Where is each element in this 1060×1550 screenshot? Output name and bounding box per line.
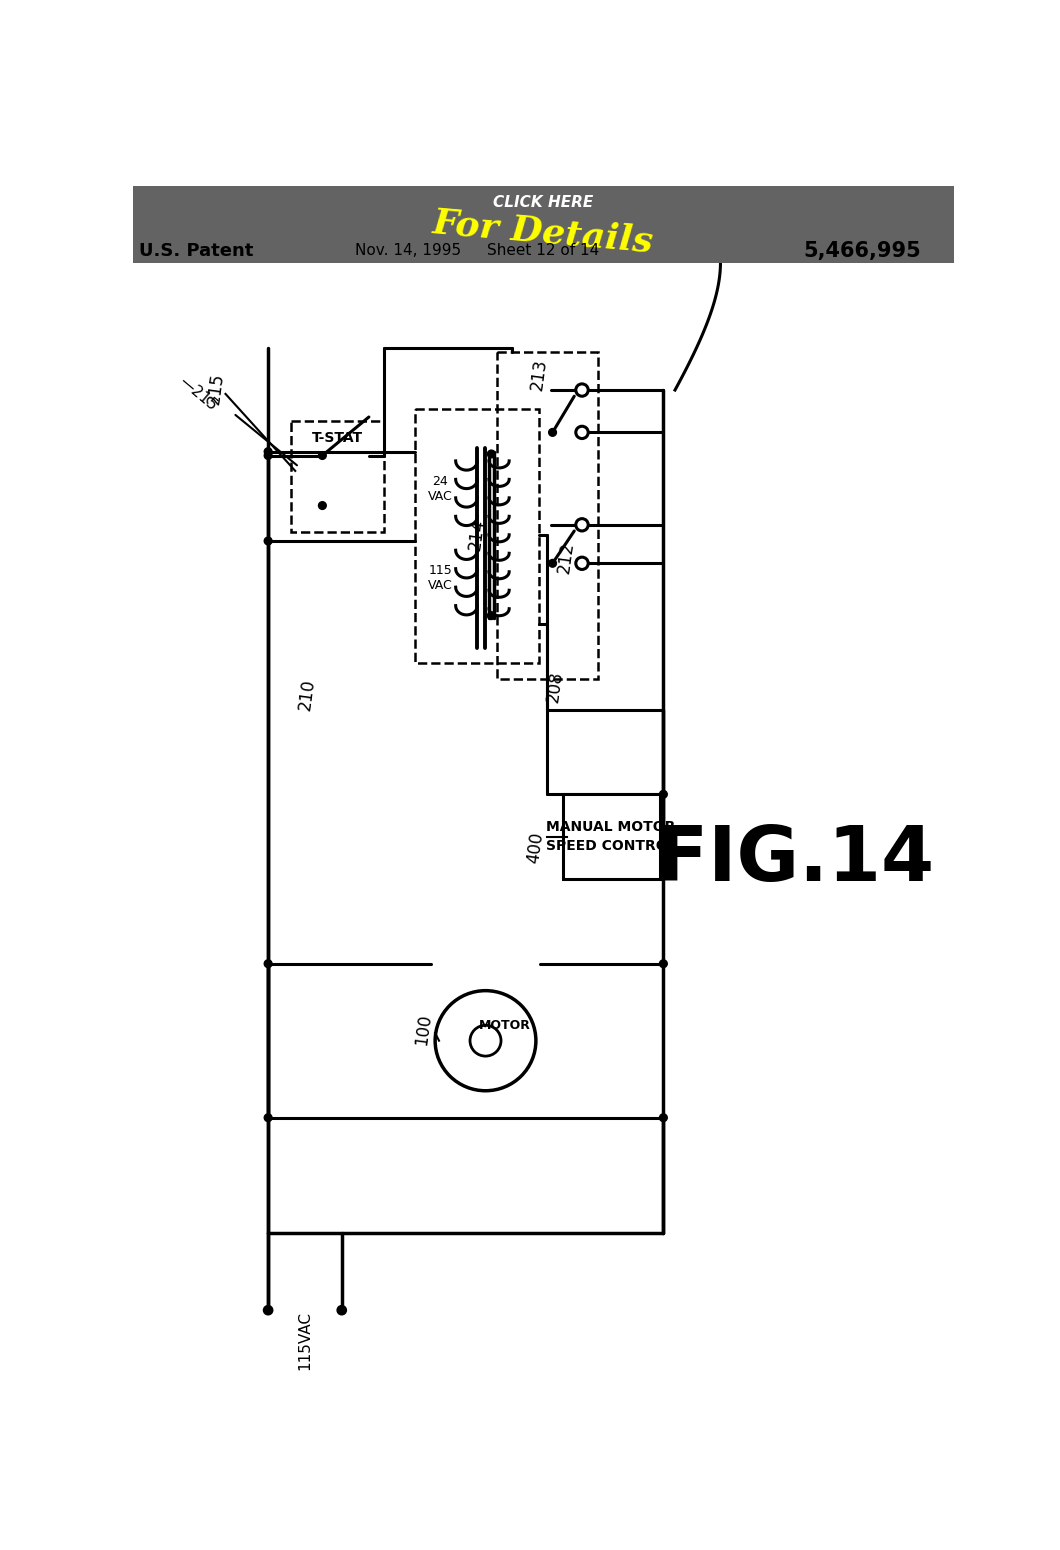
- Circle shape: [576, 556, 588, 569]
- Circle shape: [659, 1114, 667, 1122]
- Text: Sheet 12 of 14: Sheet 12 of 14: [488, 243, 599, 259]
- Circle shape: [264, 538, 272, 544]
- Circle shape: [318, 451, 326, 459]
- Text: 212: 212: [555, 541, 578, 575]
- Bar: [416, 409, 540, 663]
- Text: 215: 215: [205, 372, 227, 406]
- Text: 5,466,995: 5,466,995: [803, 240, 921, 260]
- Text: CLICK HERE: CLICK HERE: [493, 195, 594, 211]
- Text: 400: 400: [525, 831, 547, 865]
- Circle shape: [576, 519, 588, 532]
- Circle shape: [436, 990, 536, 1091]
- Text: MANUAL MOTOR: MANUAL MOTOR: [546, 820, 676, 834]
- Text: Nov. 14, 1995: Nov. 14, 1995: [354, 243, 461, 259]
- Text: 216: 216: [712, 219, 738, 254]
- Text: 24
VAC: 24 VAC: [428, 474, 453, 502]
- Text: For Details: For Details: [431, 206, 655, 259]
- Text: 100: 100: [412, 1012, 435, 1046]
- Circle shape: [264, 1305, 272, 1314]
- Text: 213: 213: [528, 358, 550, 392]
- Text: FIG.14: FIG.14: [656, 823, 934, 897]
- Circle shape: [488, 449, 495, 457]
- Text: —215: —215: [176, 374, 219, 414]
- Circle shape: [659, 959, 667, 967]
- Circle shape: [488, 612, 495, 620]
- Circle shape: [264, 448, 272, 456]
- Circle shape: [264, 959, 272, 967]
- Circle shape: [264, 451, 272, 459]
- Circle shape: [549, 560, 556, 567]
- Circle shape: [264, 1114, 272, 1122]
- Circle shape: [318, 502, 326, 510]
- Bar: [497, 352, 598, 679]
- Circle shape: [576, 384, 588, 397]
- Bar: [292, 422, 385, 533]
- Circle shape: [337, 1305, 347, 1314]
- Circle shape: [470, 1025, 501, 1056]
- Circle shape: [576, 426, 588, 439]
- Text: U.S. Patent: U.S. Patent: [139, 242, 253, 260]
- Bar: [132, 186, 954, 264]
- Text: 115VAC: 115VAC: [297, 1311, 312, 1370]
- Text: T-STAT: T-STAT: [313, 431, 364, 445]
- Text: MOTOR: MOTOR: [479, 1018, 531, 1032]
- Bar: [563, 794, 659, 879]
- Text: 210: 210: [296, 677, 318, 711]
- Circle shape: [659, 790, 667, 798]
- Text: 208: 208: [544, 670, 566, 704]
- Text: SPEED CONTROL: SPEED CONTROL: [546, 839, 676, 853]
- Text: 115
VAC: 115 VAC: [428, 564, 453, 592]
- Circle shape: [549, 428, 556, 436]
- Text: 214: 214: [466, 518, 489, 552]
